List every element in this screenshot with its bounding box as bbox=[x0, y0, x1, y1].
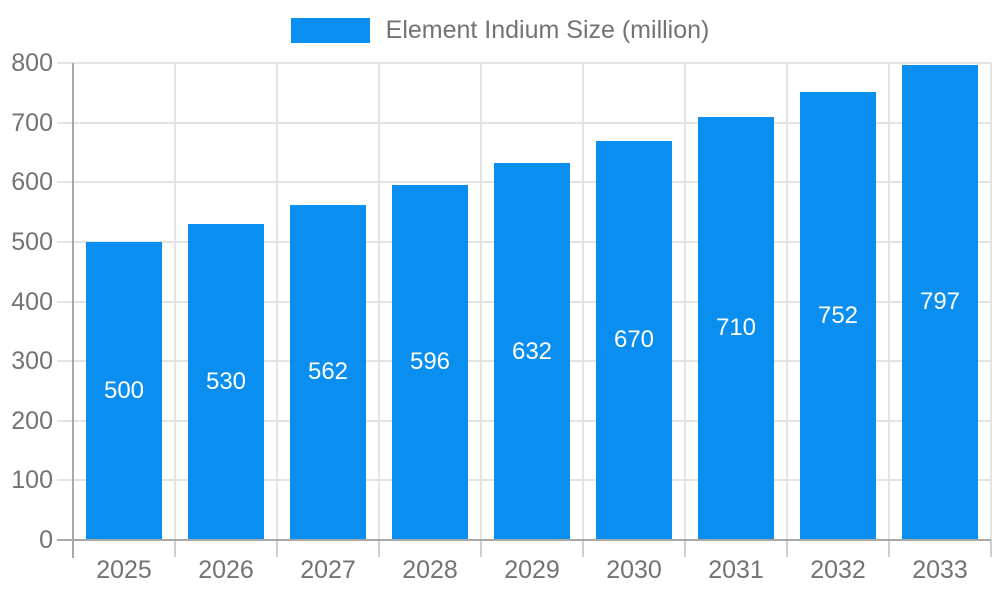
gridline-x-4 bbox=[480, 63, 482, 540]
legend-swatch bbox=[290, 17, 370, 43]
y-tick-800 bbox=[57, 62, 73, 64]
y-axis-label-500: 500 bbox=[11, 227, 53, 256]
x-tick-7 bbox=[786, 540, 788, 557]
bar-value-2025: 500 bbox=[103, 376, 145, 404]
bar-2030: 670 bbox=[596, 140, 672, 540]
bar-value-2030: 670 bbox=[613, 326, 655, 354]
gridline-y-700 bbox=[73, 121, 991, 124]
x-axis-label-2032: 2032 bbox=[810, 556, 866, 584]
legend: Element Indium Size (million) bbox=[0, 16, 1000, 44]
y-axis-label-700: 700 bbox=[11, 108, 53, 137]
y-axis-label-300: 300 bbox=[11, 347, 53, 376]
y-tick-100 bbox=[57, 479, 73, 482]
bar-2026: 530 bbox=[188, 223, 264, 540]
bar-value-2029: 632 bbox=[511, 337, 553, 365]
gridline-x-6 bbox=[684, 63, 686, 540]
y-axis-label-100: 100 bbox=[11, 466, 53, 495]
y-axis-label-0: 0 bbox=[39, 526, 53, 554]
bar-value-2031: 710 bbox=[715, 314, 757, 342]
x-axis-label-2026: 2026 bbox=[198, 556, 254, 584]
bar-2033: 797 bbox=[902, 64, 978, 540]
x-tick-4 bbox=[480, 540, 482, 557]
y-axis-label-800: 800 bbox=[11, 49, 53, 77]
gridline-x-2 bbox=[276, 63, 278, 540]
bar-2032: 752 bbox=[800, 91, 876, 540]
x-tick-1 bbox=[174, 540, 176, 557]
y-axis-label-400: 400 bbox=[11, 287, 53, 316]
gridline-x-1 bbox=[174, 63, 176, 540]
x-axis-line bbox=[57, 539, 991, 541]
x-axis-label-2031: 2031 bbox=[708, 556, 764, 584]
x-tick-9 bbox=[990, 540, 992, 557]
x-tick-2 bbox=[276, 540, 278, 557]
x-axis-label-2028: 2028 bbox=[402, 556, 458, 584]
x-axis-label-2033: 2033 bbox=[912, 556, 968, 584]
y-tick-400 bbox=[57, 300, 73, 303]
bar-value-2027: 562 bbox=[307, 358, 349, 386]
gridline-x-9 bbox=[990, 63, 992, 540]
y-tick-600 bbox=[57, 181, 73, 184]
y-tick-700 bbox=[57, 121, 73, 124]
y-tick-500 bbox=[57, 240, 73, 243]
y-tick-200 bbox=[57, 419, 73, 422]
bar-value-2026: 530 bbox=[205, 367, 247, 395]
bar-value-2028: 596 bbox=[409, 348, 451, 376]
x-tick-5 bbox=[582, 540, 584, 557]
x-tick-8 bbox=[888, 540, 890, 557]
y-axis-line bbox=[72, 63, 74, 558]
bar-2028: 596 bbox=[392, 184, 468, 540]
legend-item-element-indium-size[interactable]: Element Indium Size (million) bbox=[290, 16, 710, 44]
gridline-x-3 bbox=[378, 63, 380, 540]
y-axis-label-600: 600 bbox=[11, 168, 53, 197]
x-axis-label-2027: 2027 bbox=[300, 556, 356, 584]
bar-2031: 710 bbox=[698, 116, 774, 540]
y-tick-300 bbox=[57, 360, 73, 363]
x-axis-label-2030: 2030 bbox=[606, 556, 662, 584]
plot-area: 500 530 562 596 632 670 710 752 797 bbox=[73, 62, 992, 540]
bar-2025: 500 bbox=[86, 241, 162, 540]
bar-2027: 562 bbox=[290, 204, 366, 540]
gridline-x-7 bbox=[786, 63, 788, 540]
bar-value-2033: 797 bbox=[919, 288, 961, 316]
legend-label: Element Indium Size (million) bbox=[385, 16, 710, 44]
x-tick-3 bbox=[378, 540, 380, 557]
x-axis-label-2029: 2029 bbox=[504, 556, 560, 584]
gridline-x-8 bbox=[888, 63, 890, 540]
bar-value-2032: 752 bbox=[817, 301, 859, 329]
gridline-y-800 bbox=[73, 62, 991, 64]
x-tick-6 bbox=[684, 540, 686, 557]
gridline-x-5 bbox=[582, 63, 584, 540]
x-axis-label-2025: 2025 bbox=[96, 556, 152, 584]
y-axis-label-200: 200 bbox=[11, 406, 53, 435]
bar-2029: 632 bbox=[494, 163, 570, 540]
